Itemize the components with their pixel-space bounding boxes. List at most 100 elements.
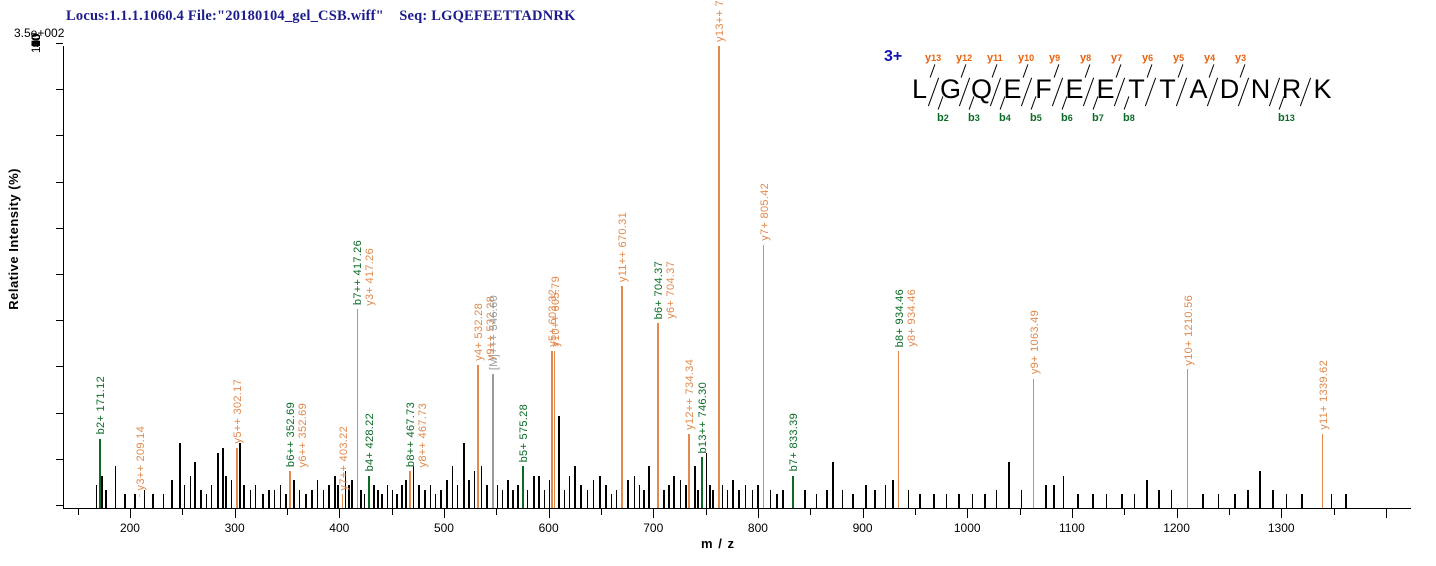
peak-unassigned <box>984 494 986 508</box>
peak-unassigned <box>919 494 921 508</box>
peak-unassigned <box>958 494 960 508</box>
peak-label: y6+ 704.37 <box>664 261 677 320</box>
peak-unassigned <box>1157 489 1160 508</box>
x-axis-tick <box>182 509 184 515</box>
peak-unassigned <box>738 489 740 508</box>
x-axis-tick <box>129 509 131 518</box>
x-axis-tick-label: 600 <box>538 521 559 535</box>
peak-unassigned <box>721 484 724 508</box>
x-axis-label: m / z <box>701 536 735 551</box>
x-axis-tick <box>286 509 288 515</box>
y-axis-tick <box>56 505 63 506</box>
peak-unassigned <box>580 484 582 508</box>
peak-unassigned <box>1062 475 1065 508</box>
peptide-residue: F <box>1020 74 1059 106</box>
peak-unassigned <box>225 475 228 508</box>
peak-unassigned <box>592 480 595 508</box>
peak-unassigned <box>679 480 682 508</box>
x-axis-tick <box>1071 509 1073 518</box>
peak-y10p <box>1186 369 1189 508</box>
peak-unassigned <box>615 489 618 508</box>
peak-unassigned <box>1217 494 1220 508</box>
peak-y8pp <box>409 471 411 508</box>
b-ion-label: b7 <box>1092 112 1104 124</box>
peptide-residue: T <box>1113 74 1152 106</box>
y-axis-tick <box>56 320 63 322</box>
x-axis-tick <box>234 509 236 518</box>
peak-label: y5++ 302.17 <box>231 379 244 444</box>
peak-unassigned <box>412 466 415 508</box>
peptide-residue: N <box>1237 74 1276 106</box>
y-ion-label: y8 <box>1080 52 1092 64</box>
peak-unassigned <box>907 489 910 508</box>
x-axis-line <box>63 508 1411 509</box>
peak-label: b8++ 467.73 <box>405 401 418 468</box>
peak-b4p <box>368 475 370 508</box>
peak-b7p <box>792 475 794 508</box>
peak-unassigned <box>179 443 181 508</box>
peptide-residue: Q <box>958 74 997 106</box>
peak-unassigned <box>841 489 844 508</box>
peak-unassigned <box>328 484 330 508</box>
y-axis-tick <box>56 227 63 229</box>
peak-label: b5+ 575.28 <box>517 404 530 463</box>
peak-label: y11++ 670.31 <box>617 212 630 283</box>
y-axis-tick <box>56 412 63 414</box>
peak-y7pp <box>341 494 344 508</box>
peak-unassigned <box>373 484 375 508</box>
x-axis-tick-label: 800 <box>747 521 768 535</box>
x-axis-tick-label: 1200 <box>1163 521 1190 535</box>
peak-unassigned <box>864 484 867 508</box>
peak-unassigned <box>1105 494 1108 508</box>
peak-unassigned <box>775 494 778 508</box>
y-axis-tick <box>56 43 63 44</box>
peak-y6pp <box>288 471 291 508</box>
peak-unassigned <box>1008 461 1010 508</box>
peak-unassigned <box>273 489 276 508</box>
peak-unassigned <box>456 484 459 508</box>
peak-unassigned <box>95 484 98 508</box>
peak-unassigned <box>1345 494 1347 508</box>
peptide-residue: L <box>911 73 928 104</box>
peak-y3p <box>356 309 359 508</box>
peak-unassigned <box>311 489 313 508</box>
peak-unassigned <box>486 484 488 508</box>
peak-unassigned <box>363 494 366 508</box>
peak-unassigned <box>1020 489 1023 508</box>
b-ion-label: b8 <box>1123 112 1135 124</box>
peak-unassigned <box>543 489 546 508</box>
peak-label: y8++ 467.73 <box>417 402 430 468</box>
peak-label: b8+ 934.46 <box>893 288 906 347</box>
peak-label: b7+ 833.39 <box>787 413 800 472</box>
peak-unassigned <box>712 489 714 508</box>
peak-unassigned <box>1246 489 1249 508</box>
peak-unassigned <box>633 475 636 508</box>
peak-unassigned <box>429 484 432 508</box>
intensity-scale-note: 3.5e+002 <box>14 26 65 40</box>
peak-unassigned <box>468 480 470 508</box>
y-axis-ticks: 0 10 20 30 40 50 60 70 80 90 100 <box>31 34 64 508</box>
peak-unassigned <box>694 466 696 508</box>
peak-unassigned <box>610 494 613 508</box>
x-axis-tick-label: 500 <box>433 521 454 535</box>
peak-label: y9+ 1063.49 <box>1028 310 1041 375</box>
peak-y10pp <box>553 350 556 508</box>
peak-unassigned <box>708 484 711 508</box>
peak-unassigned <box>268 489 270 508</box>
x-axis-tick-label: 300 <box>224 521 245 535</box>
peak-b2p <box>98 438 101 508</box>
peak-unassigned <box>347 484 350 508</box>
peak-unassigned <box>305 494 307 508</box>
peak-unassigned <box>1170 489 1173 508</box>
y-ion-label: y13 <box>925 52 942 64</box>
peptide-residue: R <box>1268 74 1307 106</box>
peak-unassigned <box>316 480 319 508</box>
peak-unassigned <box>114 466 117 508</box>
peak-unassigned <box>852 494 854 508</box>
x-axis-tick <box>339 509 341 518</box>
peak-y5p <box>551 350 553 508</box>
peak-unassigned <box>1272 489 1274 508</box>
x-axis-tick <box>1385 509 1387 518</box>
peak-unassigned <box>506 480 509 508</box>
peak-unassigned <box>971 494 974 508</box>
